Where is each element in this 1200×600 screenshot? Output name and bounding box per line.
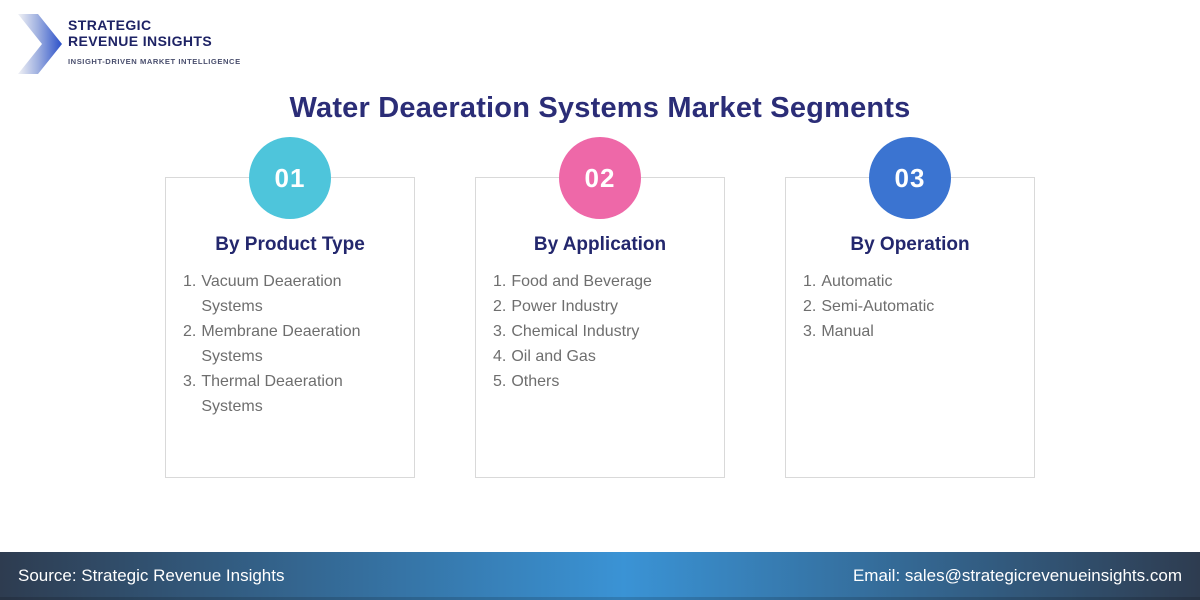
list-item: 5. Others	[493, 373, 560, 390]
brand-name-line1: STRATEGIC	[68, 17, 152, 33]
chevron-logo-icon	[18, 14, 62, 74]
brand-logo: STRATEGIC REVENUE INSIGHTS INSIGHT-DRIVE…	[18, 14, 241, 74]
segment-card-application: 02 By Application 1. Food and Beverage 2. P…	[475, 137, 725, 478]
brand-name-line2: REVENUE INSIGHTS	[68, 33, 213, 49]
list-item: 1. Vacuum Deaeration Systems	[183, 273, 342, 315]
list-item: 4. Oil and Gas	[493, 348, 596, 365]
card-heading-product-type: By Product Type	[215, 234, 365, 255]
footer-source: Source: Strategic Revenue Insights	[18, 566, 285, 585]
page-title: Water Deaeration Systems Market Segments	[289, 92, 911, 124]
brand-tagline: INSIGHT-DRIVEN MARKET INTELLIGENCE	[68, 57, 241, 66]
card-heading-operation: By Operation	[850, 234, 970, 255]
list-item: 3. Manual	[803, 323, 874, 340]
card-list-application: 1. Food and Beverage 2. Power Industry 3. Che…	[493, 269, 710, 394]
list-item: 3. Chemical Industry	[493, 323, 640, 340]
card-list-product-type: 1. Vacuum Deaeration Systems 2. Membrane De…	[183, 269, 400, 419]
segment-card-product-type: 01 By Product Type 1. Vacuum Deaeration S…	[165, 137, 415, 478]
list-item: 2. Semi-Automatic	[803, 298, 935, 315]
list-item: 1. Automatic	[803, 273, 893, 290]
card-list-operation: 1. Automatic 2. Semi-Automatic 3. Manual	[803, 269, 1020, 344]
list-item: 2. Power Industry	[493, 298, 619, 315]
footer-email: Email: sales@strategicrevenueinsights.co…	[852, 566, 1182, 585]
segment-cards: 01 By Product Type 1. Vacuum Deaeration S…	[0, 137, 1200, 478]
list-item: 2. Membrane Deaeration Systems	[183, 323, 361, 365]
badge-03: 03	[869, 137, 951, 219]
list-item: 1. Food and Beverage	[493, 273, 652, 290]
footer-bar: Source: Strategic Revenue Insights Email…	[0, 552, 1200, 600]
badge-02: 02	[559, 137, 641, 219]
list-item: 3. Thermal Deaeration Systems	[183, 373, 343, 415]
badge-01: 01	[249, 137, 331, 219]
card-heading-application: By Application	[533, 234, 667, 255]
segment-card-operation: 03 By Operation 1. Automatic 2. Semi-Automa…	[785, 137, 1035, 478]
